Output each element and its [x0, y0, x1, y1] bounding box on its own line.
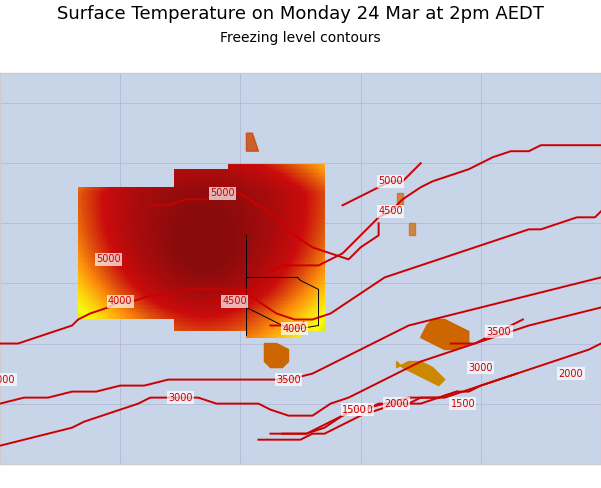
- Text: 3500: 3500: [487, 326, 511, 337]
- Text: 2500: 2500: [348, 405, 373, 415]
- Text: 2000: 2000: [385, 399, 409, 408]
- Text: 4500: 4500: [222, 296, 246, 306]
- Text: 4000: 4000: [108, 296, 132, 306]
- Text: 5000: 5000: [210, 188, 234, 198]
- Text: 3500: 3500: [276, 375, 300, 385]
- Polygon shape: [246, 133, 258, 151]
- Text: 1500: 1500: [343, 405, 367, 415]
- Text: 5000: 5000: [379, 176, 403, 186]
- Text: 4000: 4000: [0, 375, 15, 385]
- Polygon shape: [397, 193, 403, 205]
- Text: Freezing level contours: Freezing level contours: [220, 31, 381, 45]
- Text: 4000: 4000: [282, 324, 307, 333]
- Polygon shape: [397, 362, 445, 386]
- Text: 4500: 4500: [379, 206, 403, 216]
- Polygon shape: [409, 224, 415, 235]
- Text: 2000: 2000: [559, 368, 583, 379]
- Text: 3000: 3000: [469, 363, 493, 372]
- Polygon shape: [264, 344, 288, 367]
- Polygon shape: [421, 320, 469, 349]
- Text: 5000: 5000: [96, 254, 120, 264]
- Text: 1500: 1500: [451, 399, 475, 408]
- Text: Surface Temperature on Monday 24 Mar at 2pm AEDT: Surface Temperature on Monday 24 Mar at …: [57, 5, 544, 22]
- Text: 3000: 3000: [168, 393, 192, 403]
